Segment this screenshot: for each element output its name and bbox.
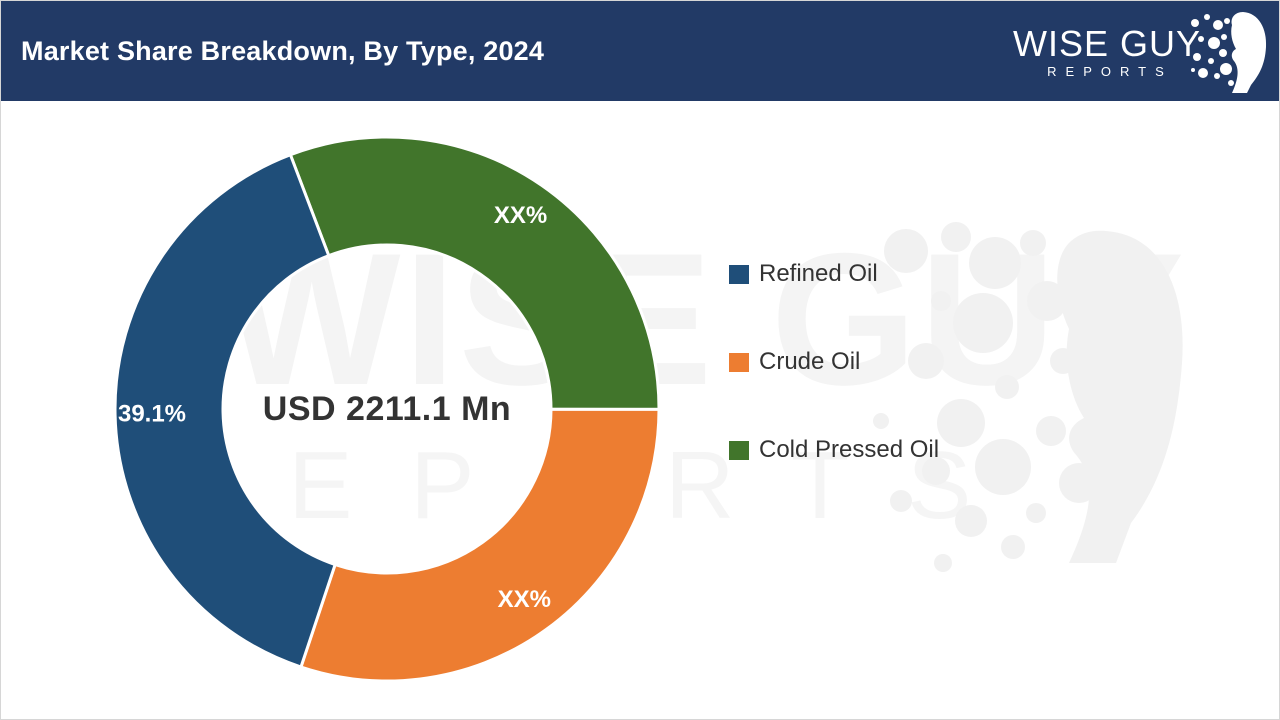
legend-item-cold-pressed-oil: Cold Pressed Oil <box>729 435 939 465</box>
slice-label-refined-oil: 39.1% <box>118 400 186 427</box>
logo-wiseguy-label: WISE GUY <box>1012 23 1201 64</box>
chart-legend: Refined Oil Crude Oil Cold Pressed Oil <box>729 259 939 465</box>
legend-label: Cold Pressed Oil <box>759 436 940 463</box>
slice-label-cold-pressed-oil: XX% <box>494 202 547 229</box>
logo-reports-label: REPORTS <box>1047 64 1173 79</box>
legend-swatch <box>729 440 749 460</box>
legend-swatch <box>729 264 749 284</box>
donut-slice-cold-pressed-oil <box>288 135 661 411</box>
donut-chart: XX% XX% 39.1% <box>113 135 661 683</box>
legend-item-crude-oil: Crude Oil <box>729 347 939 377</box>
legend-label: Refined Oil <box>759 260 878 287</box>
wiseguy-logo: WISE GUY REPORTS <box>1013 9 1271 93</box>
donut-slice-refined-oil <box>113 153 337 669</box>
wiseguy-logo-text: WISE GUY REPORTS <box>1012 23 1201 80</box>
legend-label: Crude Oil <box>759 348 861 375</box>
slice-label-crude-oil: XX% <box>498 586 551 613</box>
header-bar: Market Share Breakdown, By Type, 2024 WI… <box>1 1 1279 101</box>
donut-center-value: USD 2211.1 Mn <box>262 390 512 428</box>
legend-swatch <box>729 352 749 372</box>
donut-slice-crude-oil <box>299 407 661 683</box>
logo-face-dots-icon <box>1191 12 1267 93</box>
page-title: Market Share Breakdown, By Type, 2024 <box>21 35 545 66</box>
legend-item-refined-oil: Refined Oil <box>729 259 939 289</box>
